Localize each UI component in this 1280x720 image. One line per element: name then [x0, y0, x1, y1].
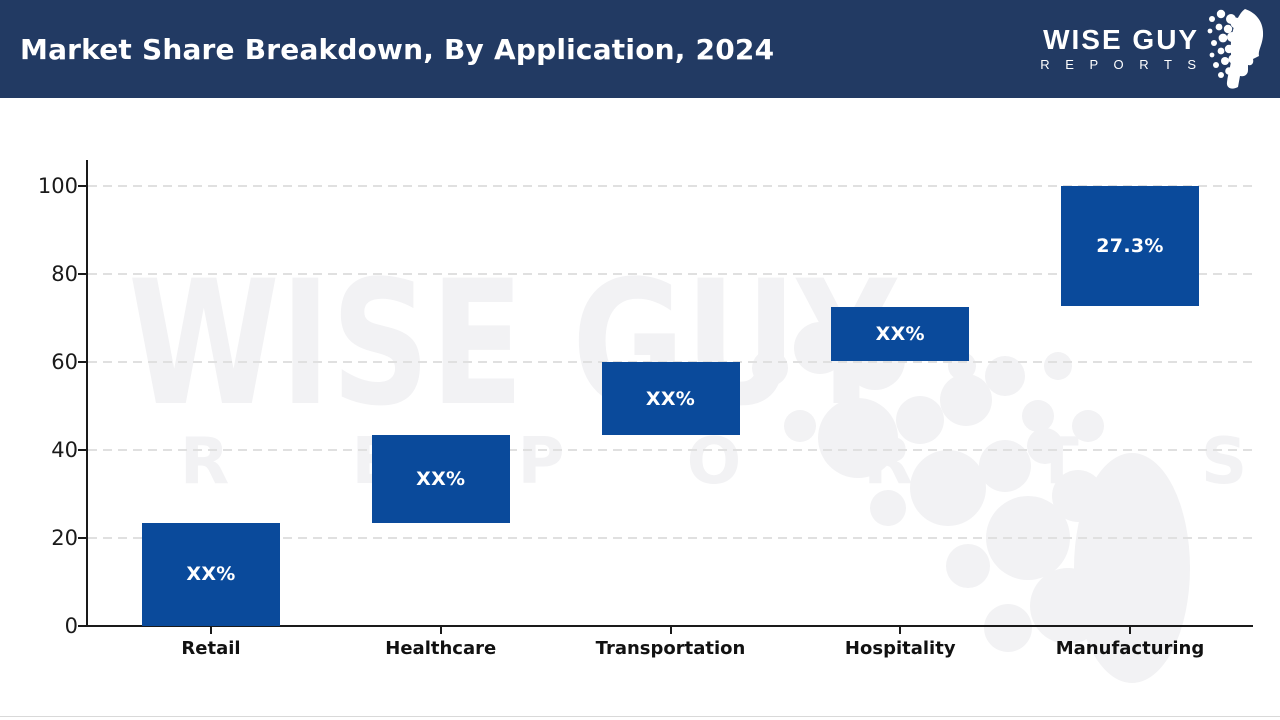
x-tick-3: [899, 627, 902, 634]
y-tick-label-20: 20: [51, 526, 78, 550]
logo-text: WISE GUY R E P O R T S: [1040, 25, 1202, 73]
category-label-retail: Retail: [181, 638, 241, 659]
y-tick-label-80: 80: [51, 262, 78, 286]
gridline-40: [88, 449, 1253, 451]
category-label-healthcare: Healthcare: [385, 638, 497, 659]
chart-title: Market Share Breakdown, By Application, …: [20, 32, 775, 66]
x-axis: [86, 625, 1253, 627]
y-tick-100: [78, 185, 86, 187]
y-tick-label-100: 100: [37, 174, 78, 198]
gridline-80: [88, 273, 1253, 275]
logo-subtitle: R E P O R T S: [1040, 57, 1202, 72]
y-tick-80: [78, 273, 86, 275]
y-tick-60: [78, 361, 86, 363]
x-tick-4: [1129, 627, 1131, 634]
wiseguy-face-icon: [1207, 9, 1264, 89]
bar-transportation: XX%: [601, 362, 740, 436]
watermark-text: WISE GUY: [128, 243, 897, 444]
bar-retail: XX%: [142, 522, 280, 626]
category-label-transportation: Transportation: [595, 638, 746, 659]
category-label-manufacturing: Manufacturing: [1055, 638, 1205, 659]
y-tick-label-0: 0: [64, 614, 78, 638]
bar-hospitality: XX%: [831, 307, 970, 362]
x-tick-1: [439, 627, 442, 634]
header-bar: Market Share Breakdown, By Application, …: [0, 0, 1280, 98]
bar-value-label: XX%: [416, 468, 466, 491]
bar-manufacturing: 27.3%: [1061, 186, 1199, 307]
gridline-20: [88, 537, 1253, 539]
chart-area: WISE GUY R E P O R T S 0 20 40 60 80 100 XX% Re…: [0, 98, 1280, 716]
y-tick-label-60: 60: [51, 350, 78, 374]
x-tick-0: [210, 627, 212, 634]
wiseguy-logo: WISE GUY R E P O R T S: [1040, 7, 1280, 91]
y-tick-20: [78, 537, 86, 539]
y-tick-label-40: 40: [51, 438, 78, 462]
y-axis: [86, 160, 88, 627]
category-label-hospitality: Hospitality: [844, 638, 956, 659]
bar-value-label: 27.3%: [1096, 235, 1164, 258]
logo-wordmark: WISE GUY: [1043, 24, 1200, 55]
y-tick-0: [78, 625, 86, 627]
y-tick-40: [78, 449, 86, 451]
footer-divider: [0, 716, 1280, 717]
x-tick-2: [669, 627, 672, 634]
bar-value-label: XX%: [875, 323, 925, 346]
gridline-100: [88, 185, 1253, 187]
bar-healthcare: XX%: [371, 435, 510, 524]
bar-value-label: XX%: [186, 563, 236, 586]
bar-value-label: XX%: [645, 387, 696, 410]
